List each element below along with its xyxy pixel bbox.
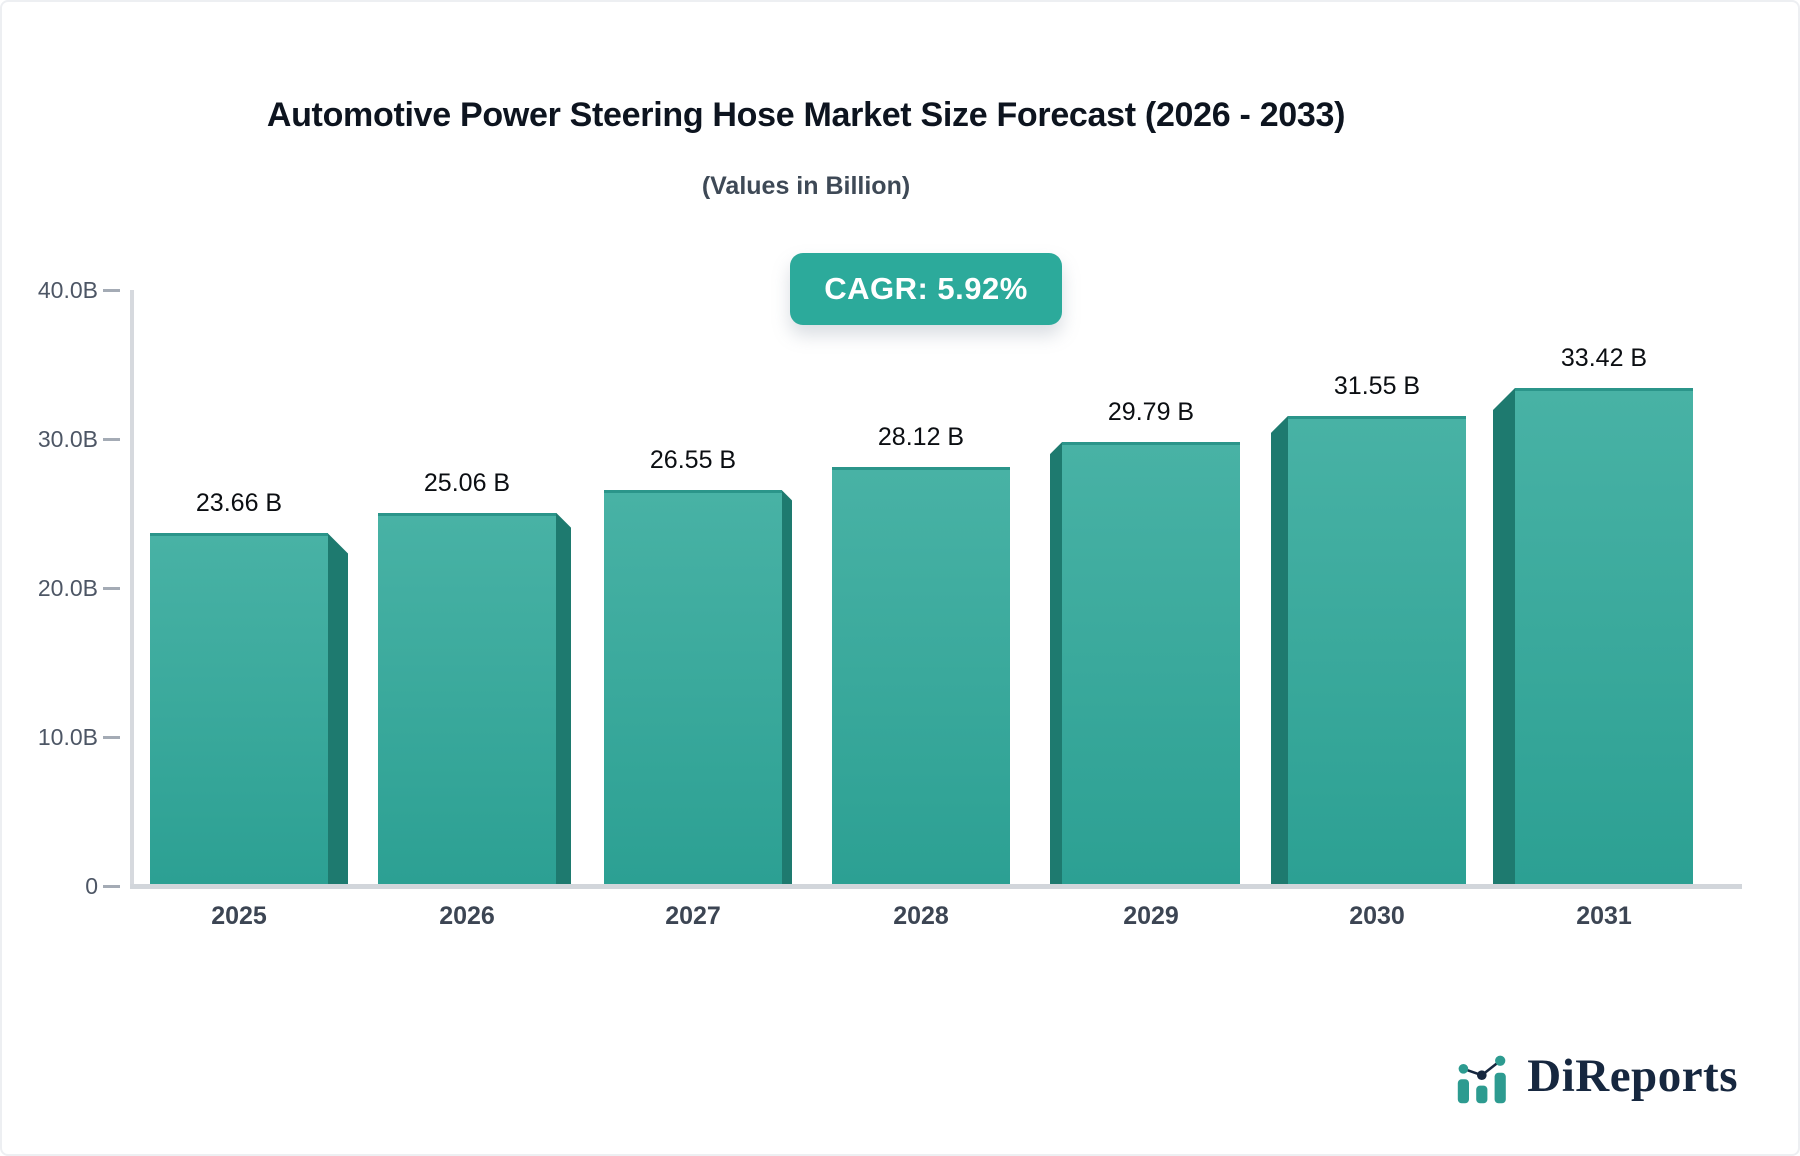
y-tick-label: 30.0B <box>37 426 98 452</box>
bar-side-panel <box>1493 388 1515 884</box>
bar-side-panel <box>1050 442 1062 884</box>
cagr-badge: CAGR: 5.92% <box>790 253 1062 325</box>
x-axis-label: 2031 <box>1576 902 1632 930</box>
y-tick-label: 20.0B <box>37 575 98 601</box>
bar <box>1062 442 1240 884</box>
chart-title: Automotive Power Steering Hose Market Si… <box>266 96 1346 134</box>
bar-value-label: 23.66 B <box>195 489 283 518</box>
x-axis-line <box>130 884 1742 889</box>
x-axis-label: 2030 <box>1349 902 1405 930</box>
x-axis-label: 2028 <box>893 902 949 930</box>
bar-value-label: 25.06 B <box>423 468 511 497</box>
bar-side-panel <box>782 490 792 884</box>
bar <box>832 467 1010 884</box>
bar <box>604 490 782 884</box>
x-axis-label: 2025 <box>211 902 267 930</box>
y-tick-label: 10.0B <box>37 724 98 750</box>
y-tick-mark <box>103 288 120 292</box>
bar <box>1288 415 1466 884</box>
bar <box>150 533 328 884</box>
y-tick-label: 0 <box>85 873 98 899</box>
bar-value-label: 33.42 B <box>1560 344 1648 373</box>
bar-value-label: 28.12 B <box>877 423 965 451</box>
y-tick-mark <box>103 437 120 441</box>
y-tick-label: 40.0B <box>37 277 98 303</box>
bar-side-panel <box>1271 415 1288 884</box>
direports-logo: DiReports <box>1453 1044 1738 1108</box>
bar-side-panel <box>556 512 571 884</box>
y-tick-mark <box>103 884 120 888</box>
y-tick-mark <box>103 586 120 590</box>
y-tick-mark <box>103 735 120 739</box>
x-axis-label: 2027 <box>665 902 721 930</box>
chart-subtitle: (Values in Billion) <box>701 172 911 200</box>
bar-value-label: 26.55 B <box>649 446 737 475</box>
bar <box>378 512 556 884</box>
logo-text: DiReports <box>1527 1050 1738 1102</box>
y-axis-line <box>130 290 134 886</box>
x-axis-label: 2026 <box>439 902 495 930</box>
bar <box>1515 388 1693 884</box>
bar-value-label: 29.79 B <box>1107 398 1195 427</box>
x-axis-label: 2029 <box>1123 902 1179 930</box>
bar-value-label: 31.55 B <box>1333 371 1421 400</box>
bar-side-panel <box>328 533 348 884</box>
mini-bar-chart-icon <box>1458 1055 1507 1104</box>
